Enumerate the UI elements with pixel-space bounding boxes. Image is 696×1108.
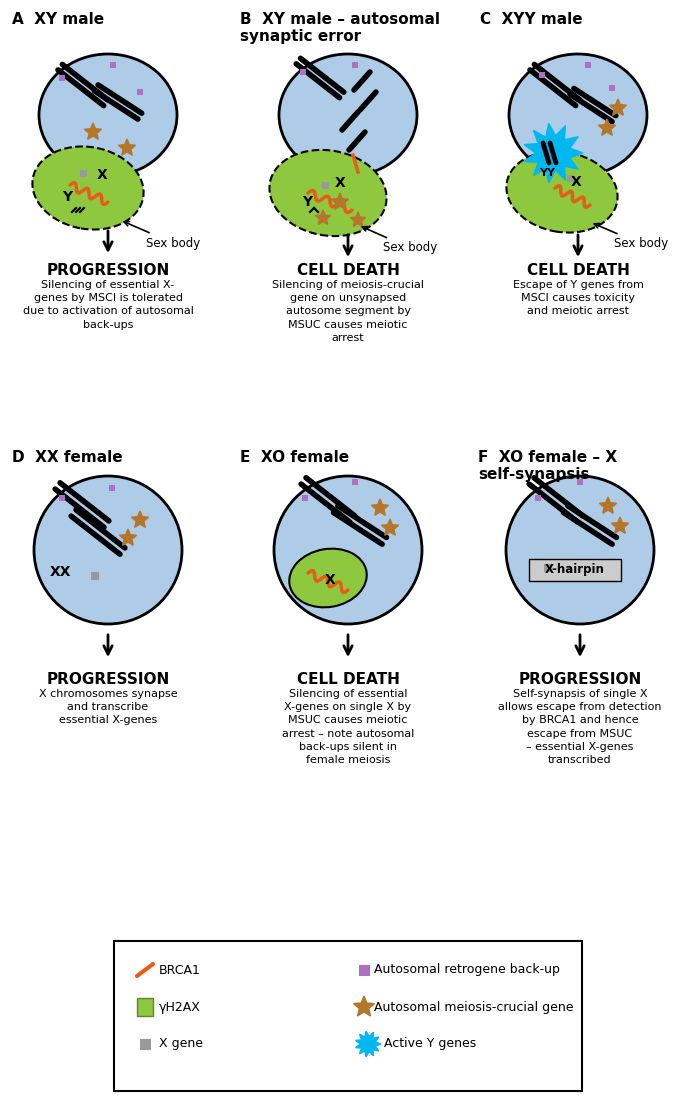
Text: Escape of Y genes from
MSCI causes toxicity
and meiotic arrest: Escape of Y genes from MSCI causes toxic…	[512, 280, 643, 317]
Text: X: X	[97, 168, 107, 182]
Ellipse shape	[274, 476, 422, 624]
Polygon shape	[350, 212, 365, 226]
Text: E  XO female: E XO female	[240, 450, 349, 465]
Text: BRCA1: BRCA1	[159, 964, 201, 976]
Polygon shape	[118, 138, 136, 155]
Text: Silencing of essential X-
genes by MSCI is tolerated
due to activation of autoso: Silencing of essential X- genes by MSCI …	[22, 280, 193, 329]
Text: Active Y genes: Active Y genes	[384, 1037, 476, 1050]
Bar	[137, 998, 153, 1016]
Bar	[59, 495, 65, 501]
Text: X-hairpin: X-hairpin	[545, 564, 605, 576]
Text: Autosomal meiosis-crucial gene: Autosomal meiosis-crucial gene	[374, 1001, 574, 1014]
Text: CELL DEATH: CELL DEATH	[527, 263, 629, 278]
Bar	[110, 62, 116, 68]
Ellipse shape	[39, 54, 177, 176]
Ellipse shape	[279, 54, 417, 176]
Text: X: X	[571, 175, 581, 189]
Bar	[585, 62, 591, 68]
Bar	[300, 69, 306, 75]
Polygon shape	[610, 99, 626, 115]
Ellipse shape	[509, 54, 647, 176]
Ellipse shape	[269, 150, 386, 236]
Polygon shape	[356, 1032, 381, 1057]
Polygon shape	[524, 123, 583, 183]
FancyBboxPatch shape	[529, 560, 621, 581]
Text: Silencing of essential
X-genes on single X by
MSUC causes meiotic
arrest – note : Silencing of essential X-genes on single…	[282, 689, 414, 765]
Text: YY: YY	[539, 168, 555, 178]
Ellipse shape	[34, 476, 182, 624]
Ellipse shape	[506, 476, 654, 624]
Polygon shape	[612, 517, 628, 533]
Bar	[577, 479, 583, 485]
Bar	[91, 572, 99, 579]
Bar	[139, 1038, 150, 1049]
Text: PROGRESSION: PROGRESSION	[47, 263, 170, 278]
Text: Autosomal retrogene back-up: Autosomal retrogene back-up	[374, 964, 560, 976]
Polygon shape	[381, 519, 399, 535]
Text: Self-synapsis of single X
allows escape from detection
by BRCA1 and hence
escape: Self-synapsis of single X allows escape …	[498, 689, 662, 765]
Polygon shape	[599, 497, 617, 513]
Ellipse shape	[290, 548, 367, 607]
Text: PROGRESSION: PROGRESSION	[519, 671, 642, 687]
Polygon shape	[315, 211, 331, 225]
Bar	[322, 182, 329, 188]
Polygon shape	[354, 996, 374, 1016]
Text: C  XYY male: C XYY male	[480, 12, 583, 27]
Polygon shape	[372, 499, 388, 515]
Text: Silencing of meiosis-crucial
gene on unsynapsed
autosome segment by
MSUC causes : Silencing of meiosis-crucial gene on uns…	[272, 280, 424, 342]
Bar	[302, 495, 308, 501]
Text: Sex body: Sex body	[125, 222, 200, 249]
Text: B  XY male – autosomal
synaptic error: B XY male – autosomal synaptic error	[240, 12, 440, 44]
Bar	[609, 85, 615, 91]
Text: Sex body: Sex body	[362, 227, 437, 255]
Polygon shape	[331, 193, 349, 209]
Bar	[358, 964, 370, 975]
Bar	[544, 564, 552, 572]
Text: X chromosomes synapse
and transcribe
essential X-genes: X chromosomes synapse and transcribe ess…	[39, 689, 177, 726]
Text: CELL DEATH: CELL DEATH	[296, 671, 400, 687]
Bar	[137, 89, 143, 95]
Text: X: X	[335, 176, 345, 189]
Bar	[109, 485, 115, 491]
Text: Y: Y	[302, 195, 312, 209]
Ellipse shape	[507, 152, 617, 233]
Ellipse shape	[33, 146, 143, 229]
Text: F  XO female – X
self-synapsis: F XO female – X self-synapsis	[478, 450, 617, 482]
Text: X gene: X gene	[159, 1037, 203, 1050]
Bar	[539, 72, 545, 78]
Text: γH2AX: γH2AX	[159, 1001, 201, 1014]
Bar	[79, 170, 86, 176]
Text: Y: Y	[62, 189, 72, 204]
Text: X: X	[324, 573, 335, 587]
Text: Sex body: Sex body	[594, 224, 668, 250]
Bar	[352, 479, 358, 485]
Text: CELL DEATH: CELL DEATH	[296, 263, 400, 278]
Text: XX: XX	[49, 565, 71, 579]
FancyBboxPatch shape	[114, 941, 582, 1091]
Polygon shape	[120, 529, 136, 545]
Text: A  XY male: A XY male	[12, 12, 104, 27]
Text: PROGRESSION: PROGRESSION	[47, 671, 170, 687]
Bar	[59, 75, 65, 81]
Polygon shape	[132, 511, 148, 527]
Bar	[567, 174, 574, 182]
Bar	[352, 62, 358, 68]
Polygon shape	[84, 123, 102, 140]
Polygon shape	[599, 119, 615, 135]
Text: D  XX female: D XX female	[12, 450, 122, 465]
Bar	[535, 495, 541, 501]
